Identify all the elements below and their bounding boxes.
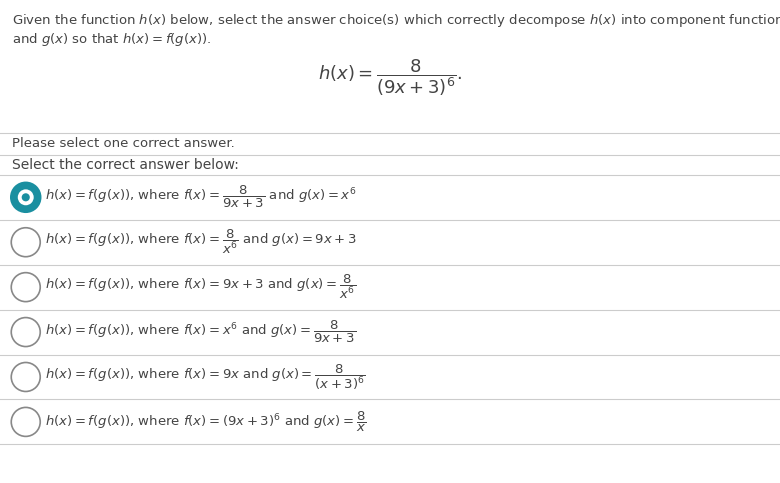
Text: $h(x) = f(g(x))$, where $f(x) = \dfrac{8}{x^6}$ and $g(x) = 9x + 3$: $h(x) = f(g(x))$, where $f(x) = \dfrac{8… bbox=[45, 228, 356, 256]
Ellipse shape bbox=[11, 362, 41, 391]
Text: $h(x) = f(g(x))$, where $f(x) = \dfrac{8}{9x+3}$ and $g(x) = x^6$: $h(x) = f(g(x))$, where $f(x) = \dfrac{8… bbox=[45, 184, 357, 211]
Text: Given the function $h(x)$ below, select the answer choice(s) which correctly dec: Given the function $h(x)$ below, select … bbox=[12, 12, 780, 29]
Text: $h(x) = f(g(x))$, where $f(x) = 9x + 3$ and $g(x) = \dfrac{8}{x^6}$: $h(x) = f(g(x))$, where $f(x) = 9x + 3$ … bbox=[45, 273, 356, 301]
Text: $h(x) = f(g(x))$, where $f(x) = x^6$ and $g(x) = \dfrac{8}{9x+3}$: $h(x) = f(g(x))$, where $f(x) = x^6$ and… bbox=[45, 319, 356, 345]
Ellipse shape bbox=[11, 183, 41, 212]
Ellipse shape bbox=[11, 272, 41, 301]
Ellipse shape bbox=[18, 189, 34, 205]
Text: Select the correct answer below:: Select the correct answer below: bbox=[12, 158, 239, 171]
Text: $h(x) = \dfrac{8}{(9x + 3)^6}.$: $h(x) = \dfrac{8}{(9x + 3)^6}.$ bbox=[317, 57, 463, 98]
Ellipse shape bbox=[11, 227, 41, 256]
Text: $h(x) = f(g(x))$, where $f(x) = 9x$ and $g(x) = \dfrac{8}{(x+3)^6}$: $h(x) = f(g(x))$, where $f(x) = 9x$ and … bbox=[45, 362, 366, 392]
Ellipse shape bbox=[22, 193, 30, 201]
Ellipse shape bbox=[11, 408, 41, 437]
Ellipse shape bbox=[11, 318, 41, 347]
Text: and $g(x)$ so that $h(x) = f(g(x))$.: and $g(x)$ so that $h(x) = f(g(x))$. bbox=[12, 31, 212, 48]
Text: $h(x) = f(g(x))$, where $f(x) = (9x + 3)^6$ and $g(x) = \dfrac{8}{x}$: $h(x) = f(g(x))$, where $f(x) = (9x + 3)… bbox=[45, 410, 367, 434]
Text: Please select one correct answer.: Please select one correct answer. bbox=[12, 138, 236, 150]
